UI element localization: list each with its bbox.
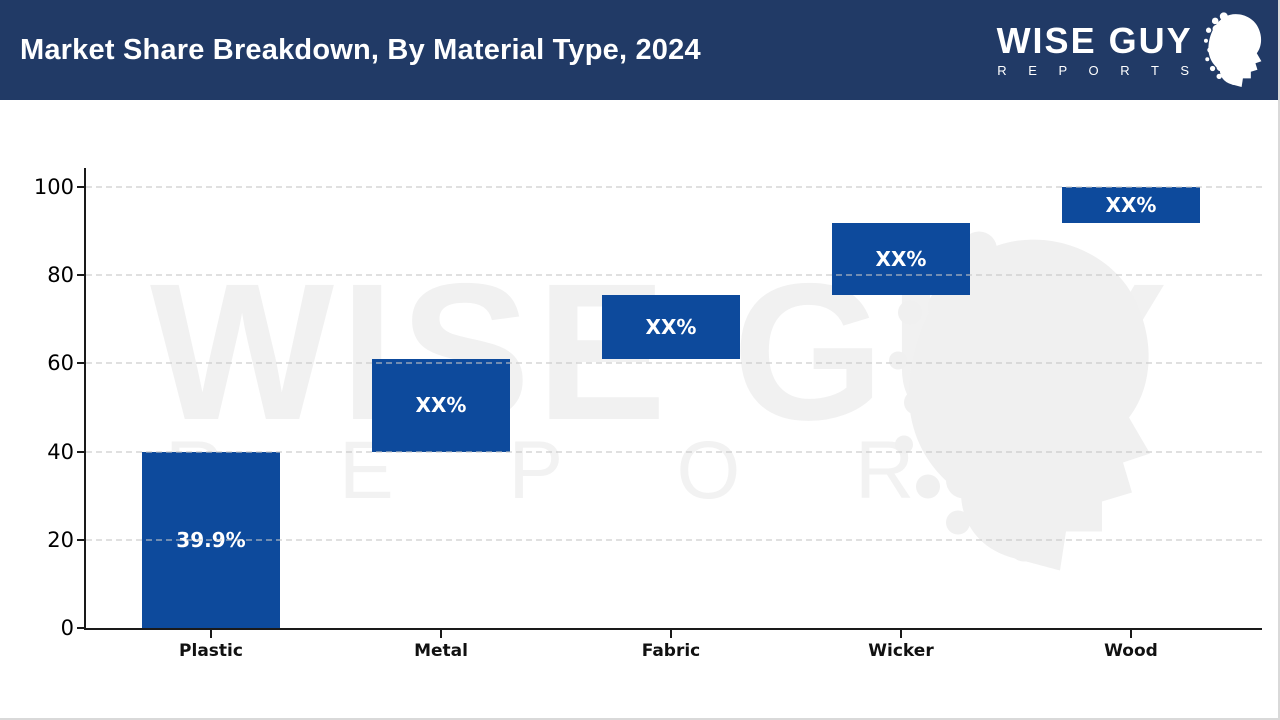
y-tick-label-40: 40	[47, 439, 74, 464]
bar-value-label-fabric: XX%	[645, 315, 697, 340]
x-tickmark-plastic	[210, 629, 212, 638]
wise-guy-logo: WISE GUY R E P O R T S	[991, 8, 1268, 92]
y-tick-label-80: 80	[47, 263, 74, 288]
y-tickmark-100	[77, 186, 86, 188]
bar-wood: XX%	[1062, 187, 1200, 224]
x-axis-label-plastic: Plastic	[179, 641, 243, 661]
bar-fabric: XX%	[602, 295, 740, 359]
bar-metal: XX%	[372, 358, 510, 453]
gridline-100	[86, 186, 1262, 188]
x-axis-line	[84, 628, 1262, 630]
logo-subtitle: R E P O R T S	[997, 62, 1198, 78]
y-tickmark-60	[77, 362, 86, 365]
gridline-80	[86, 274, 1262, 277]
y-tickmark-20	[77, 538, 86, 541]
x-tickmark-wood	[1130, 629, 1132, 638]
y-tick-label-60: 60	[47, 351, 74, 376]
y-tickmark-40	[77, 450, 86, 453]
y-tick-label-0: 0	[60, 616, 74, 640]
logo-head-icon	[1202, 10, 1268, 90]
gridline-60	[86, 362, 1262, 365]
bar-value-label-metal: XX%	[415, 393, 467, 418]
chart-title: Market Share Breakdown, By Material Type…	[20, 33, 701, 66]
y-tickmark-80	[77, 274, 86, 277]
x-axis-label-metal: Metal	[414, 641, 468, 661]
x-tickmark-wicker	[900, 629, 902, 638]
x-axis-label-wood: Wood	[1104, 641, 1158, 661]
gridline-20	[86, 538, 1262, 541]
logo-name: WISE GUY	[996, 19, 1193, 61]
y-tick-label-100: 100	[33, 175, 74, 199]
bar-value-label-wicker: XX%	[875, 247, 927, 272]
y-tickmark-0	[77, 627, 86, 629]
header-band: Market Share Breakdown, By Material Type…	[0, 0, 1278, 100]
x-axis-label-wicker: Wicker	[868, 641, 934, 661]
x-tickmark-fabric	[670, 629, 672, 638]
x-axis-label-fabric: Fabric	[641, 641, 701, 661]
bar-value-label-wood: XX%	[1105, 193, 1157, 218]
bar-wicker: XX%	[832, 223, 970, 296]
y-axis-line	[84, 168, 86, 630]
gridline-40	[86, 450, 1262, 453]
x-tickmark-metal	[440, 629, 442, 638]
y-tick-label-20: 20	[47, 527, 74, 552]
